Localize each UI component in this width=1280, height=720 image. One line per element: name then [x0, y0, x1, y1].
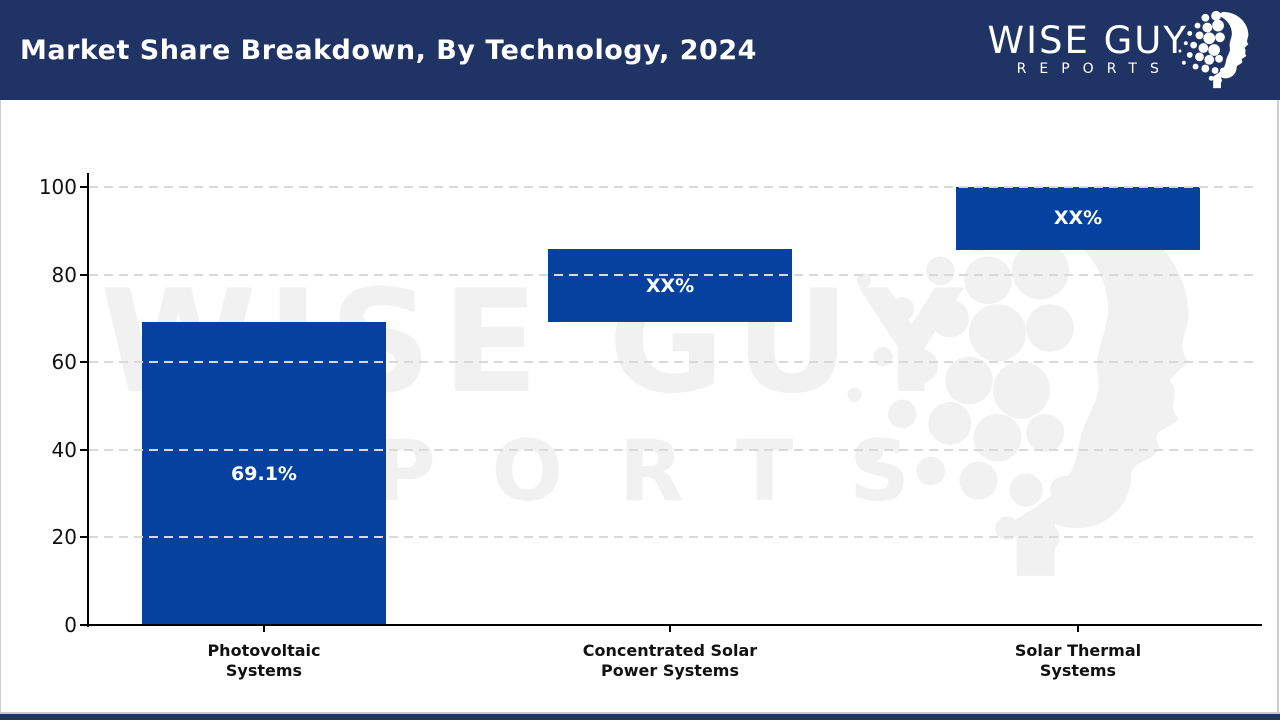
y-tick-mark	[80, 624, 88, 626]
left-border	[0, 100, 1, 713]
gridline	[89, 536, 1253, 539]
y-tick-label: 60	[51, 350, 77, 375]
x-tick-mark	[263, 626, 265, 632]
y-axis-line	[87, 173, 89, 627]
x-tick-mark	[669, 626, 671, 632]
gridline	[89, 448, 1253, 451]
category-label-line: Systems	[225, 661, 303, 680]
category-label: Photovoltaic Systems	[124, 641, 404, 681]
category-label-line: Systems	[1039, 661, 1117, 680]
category-label-line: Power Systems	[601, 661, 739, 680]
y-tick-mark	[80, 273, 88, 276]
right-border	[1277, 100, 1279, 713]
gridline	[89, 361, 1253, 364]
category-label: Concentrated Solar Power Systems	[530, 641, 810, 681]
category-label: Solar Thermal Systems	[938, 641, 1218, 681]
footer-band	[0, 714, 1280, 720]
y-tick-label: 0	[64, 613, 77, 637]
gridline	[89, 186, 1253, 188]
y-tick-label: 20	[51, 525, 77, 550]
logo-text: WISE GUY REPORTS	[988, 22, 1188, 78]
bar-value-label: XX%	[1053, 207, 1103, 230]
x-axis-line	[87, 624, 1262, 626]
y-tick-label: 40	[51, 437, 77, 462]
logo-wordmark: WISE GUY	[987, 19, 1188, 62]
bar: XX%	[956, 187, 1200, 250]
y-tick-label: 80	[51, 262, 77, 287]
bar: XX%	[548, 249, 792, 323]
x-tick-mark	[1077, 626, 1079, 632]
y-tick-mark	[80, 536, 88, 539]
wise-guy-logo: WISE GUY REPORTS	[988, 0, 1266, 100]
bar-chart: WISE GUY REPORTS 0 20 40 60 80 100 69.1% XX% XX%…	[0, 100, 1280, 713]
y-tick-label: 100	[38, 175, 77, 199]
y-tick-mark	[80, 448, 88, 451]
category-label-line: Photovoltaic	[207, 641, 321, 660]
logo-face-icon	[1178, 10, 1249, 89]
gridline	[89, 273, 1253, 276]
bar-value-label: XX%	[645, 274, 695, 297]
bar: 69.1%	[142, 322, 386, 625]
header-band: Market Share Breakdown, By Technology, 2…	[0, 0, 1280, 100]
category-label-line: Concentrated Solar	[582, 641, 758, 660]
category-label-line: Solar Thermal	[1014, 641, 1142, 660]
y-tick-mark	[80, 361, 88, 364]
footer-hairline	[0, 712, 1280, 714]
bar-value-label: 69.1%	[231, 462, 297, 485]
y-tick-mark	[80, 186, 88, 188]
page-title: Market Share Breakdown, By Technology, 2…	[20, 34, 757, 66]
logo-subtitle: REPORTS	[1016, 61, 1172, 77]
